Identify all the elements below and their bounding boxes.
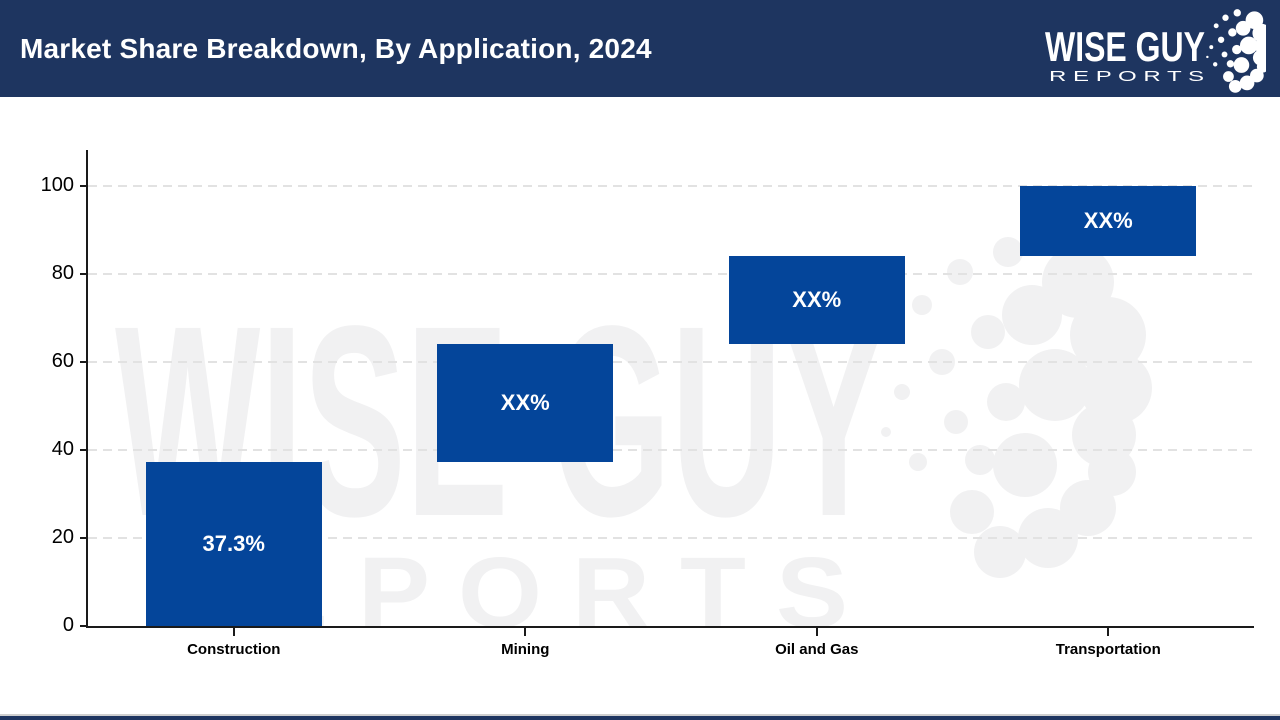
- x-tick: [815, 628, 818, 636]
- x-category-label: Oil and Gas: [775, 641, 859, 658]
- y-tick-label: 80: [51, 262, 74, 284]
- gridline: [88, 185, 1254, 187]
- x-tick: [232, 628, 235, 636]
- y-tick-label: 100: [40, 174, 74, 196]
- bar-oil-and-gas: XX%: [728, 256, 905, 345]
- footer-divider: [0, 714, 1280, 716]
- brand-logo: WISE GUY R E P O R T S: [1045, 9, 1266, 93]
- x-category-label: Mining: [501, 641, 550, 658]
- y-tick-label: 0: [62, 614, 74, 636]
- header-bar: Market Share Breakdown, By Application, …: [0, 0, 1280, 97]
- bar-mining: XX%: [437, 344, 614, 462]
- x-tick: [1107, 628, 1110, 636]
- y-tick-label: 40: [51, 438, 74, 460]
- y-tick-label: 60: [51, 350, 74, 372]
- y-axis-line: [86, 150, 88, 628]
- bar-value-label: XX%: [500, 390, 550, 416]
- logo-reports-text: R E P O R T S: [1049, 68, 1204, 85]
- x-tick: [524, 628, 527, 636]
- bar-value-label: XX%: [1083, 208, 1133, 234]
- bar-transportation: XX%: [1020, 186, 1197, 257]
- page-title: Market Share Breakdown, By Application, …: [20, 32, 652, 64]
- gridline: [88, 449, 1254, 451]
- bar-construction: 37.3%: [145, 461, 322, 626]
- x-axis-line: [86, 626, 1254, 628]
- y-tick: [80, 185, 88, 187]
- y-tick: [80, 273, 88, 275]
- gridline: [88, 537, 1254, 539]
- y-tick: [80, 361, 88, 363]
- y-tick: [80, 625, 88, 627]
- x-category-label: Construction: [187, 641, 281, 658]
- gridline: [88, 273, 1254, 275]
- bar-value-label: XX%: [792, 287, 842, 313]
- gridline: [88, 361, 1254, 363]
- y-tick-label: 20: [51, 526, 74, 548]
- x-category-label: Transportation: [1055, 641, 1161, 658]
- footer-bar: [0, 716, 1280, 720]
- logo-head-icon: [1206, 9, 1266, 93]
- bar-value-label: 37.3%: [202, 530, 265, 556]
- watermark-head-icon: [881, 237, 1152, 578]
- y-tick: [80, 537, 88, 539]
- y-tick: [80, 449, 88, 451]
- logo-brand-text: WISE GUY: [1045, 23, 1205, 70]
